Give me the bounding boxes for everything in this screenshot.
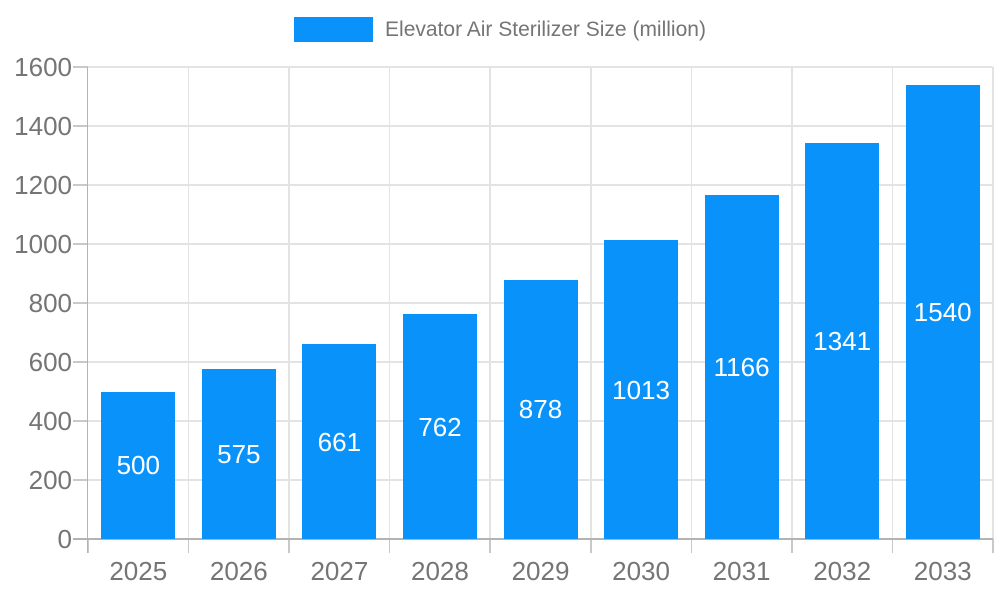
bar-value-label: 661 [317, 426, 362, 457]
y-axis-label: 1000 [14, 229, 72, 259]
x-tick [791, 539, 793, 553]
x-gridline [891, 67, 894, 539]
x-axis-label: 2028 [411, 556, 469, 586]
x-gridline [288, 67, 290, 539]
y-gridline [88, 184, 993, 186]
y-tick [73, 302, 88, 304]
y-tick [73, 420, 88, 422]
bar-value-label: 878 [518, 394, 563, 425]
legend-label: Elevator Air Sterilizer Size (million) [385, 17, 706, 41]
y-axis-label: 800 [28, 288, 72, 318]
x-axis-label: 2027 [310, 556, 369, 586]
x-tick [992, 539, 994, 553]
x-gridline [791, 67, 793, 539]
x-tick [590, 539, 592, 553]
x-axis-label: 2033 [913, 556, 972, 586]
y-axis-line [86, 67, 88, 553]
bar[interactable] [302, 344, 377, 539]
y-tick [73, 184, 88, 186]
x-axis-label: 2029 [511, 556, 570, 586]
bar[interactable] [402, 314, 477, 539]
x-gridline [187, 67, 190, 539]
x-axis-label: 2032 [813, 556, 872, 586]
bar[interactable] [704, 195, 779, 539]
x-tick [388, 539, 391, 553]
legend-swatch-icon [294, 17, 374, 42]
x-gridline [388, 67, 391, 539]
x-axis-label: 2030 [612, 556, 670, 586]
y-tick [73, 66, 88, 68]
y-tick [73, 361, 88, 363]
y-tick [73, 125, 88, 127]
y-gridline [88, 125, 993, 127]
x-gridline [590, 67, 592, 539]
bar-value-label: 1540 [913, 296, 972, 327]
x-tick [690, 539, 693, 553]
x-axis-label: 2025 [109, 556, 168, 586]
x-gridline [489, 67, 491, 539]
bar[interactable] [201, 369, 276, 539]
x-axis-label: 2026 [209, 556, 268, 586]
x-gridline [690, 67, 693, 539]
bar[interactable] [503, 279, 578, 539]
bar-value-label: 1341 [813, 326, 872, 357]
y-axis-label: 0 [57, 524, 72, 554]
bar[interactable] [101, 391, 176, 539]
bar-value-label: 762 [418, 411, 462, 442]
x-tick [288, 539, 290, 553]
x-tick [87, 539, 89, 553]
bar[interactable] [604, 240, 679, 539]
bar-value-label: 1013 [612, 374, 670, 405]
y-axis-label: 200 [28, 465, 72, 495]
y-axis-label: 1600 [14, 52, 72, 82]
y-gridline [88, 66, 993, 68]
y-axis-label: 400 [28, 406, 72, 436]
x-tick [489, 539, 491, 553]
x-tick [891, 539, 894, 553]
y-gridline [88, 243, 993, 245]
bar-value-label: 575 [217, 439, 261, 470]
bar-value-label: 500 [116, 450, 160, 481]
chart-legend[interactable]: Elevator Air Sterilizer Size (million) [0, 17, 1000, 42]
bar-value-label: 1166 [713, 352, 770, 382]
y-axis-label: 1200 [14, 170, 72, 200]
bar[interactable] [905, 84, 980, 539]
y-axis-label: 600 [28, 347, 72, 377]
x-gridline [992, 67, 994, 539]
x-axis-label: 2031 [712, 556, 771, 586]
x-tick [187, 539, 190, 553]
y-tick [73, 243, 88, 245]
y-axis-label: 1400 [14, 111, 72, 141]
y-tick [73, 479, 88, 481]
bar[interactable] [805, 143, 880, 539]
x-axis-line [73, 538, 993, 540]
